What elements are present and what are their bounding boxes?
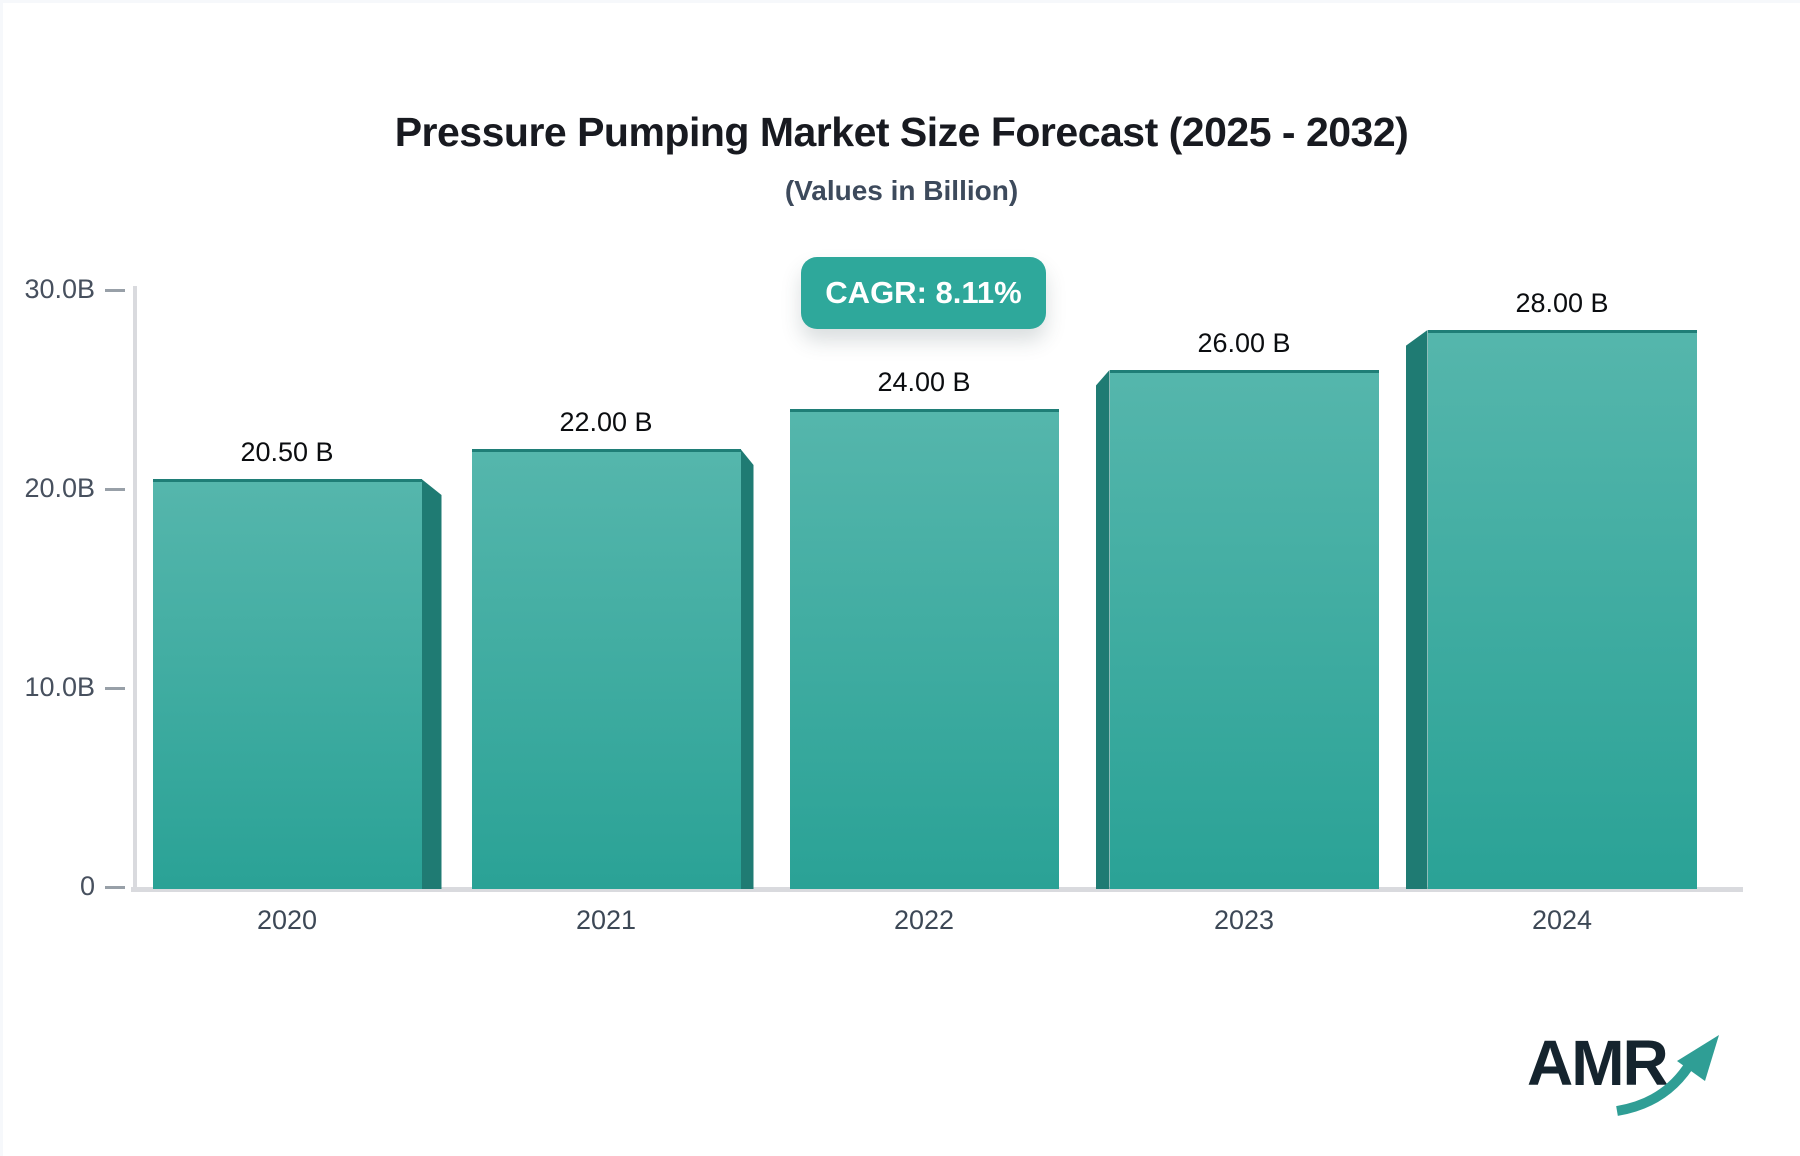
bar-2021 bbox=[471, 449, 741, 889]
bar-side-3d bbox=[740, 449, 754, 889]
y-tick-mark bbox=[105, 687, 125, 690]
x-axis-baseline bbox=[131, 887, 1743, 892]
chart-title: Pressure Pumping Market Size Forecast (2… bbox=[394, 109, 1409, 155]
brand-logo: AMR bbox=[1527, 1027, 1719, 1121]
bar-2022 bbox=[789, 409, 1059, 889]
y-tick-label: 30.0B bbox=[24, 274, 95, 304]
bar-2020 bbox=[152, 479, 422, 889]
cagr-badge-label: CAGR: 8.11% bbox=[825, 275, 1022, 310]
bar-value-label: 20.50 B bbox=[240, 437, 334, 467]
brand-logo-text: AMR bbox=[1527, 1027, 1669, 1099]
bar-value-label: 26.00 B bbox=[1197, 328, 1291, 358]
bar-side-3d bbox=[421, 479, 442, 889]
y-tick-mark bbox=[105, 488, 125, 491]
x-axis-label: 2024 bbox=[1531, 905, 1593, 935]
y-tick-label: 20.0B bbox=[24, 473, 95, 503]
bar-2024 bbox=[1427, 330, 1697, 889]
x-axis-label: 2023 bbox=[1213, 905, 1275, 935]
y-axis-line bbox=[133, 286, 137, 892]
bar-side-3d bbox=[1405, 330, 1428, 889]
y-tick-label: 10.0B bbox=[24, 672, 95, 702]
bar-side-3d bbox=[1095, 370, 1110, 889]
x-axis-label: 2022 bbox=[893, 905, 955, 935]
plot-area: 0 10.0B 20.0B 30.0B 20.50 B 2020 22.00 B 2021 2… bbox=[3, 3, 1800, 1156]
bar-value-label: 28.00 B bbox=[1515, 288, 1609, 318]
y-tick-mark bbox=[105, 886, 125, 889]
y-tick-mark bbox=[105, 289, 125, 292]
bar-value-label: 24.00 B bbox=[877, 367, 971, 397]
bar-value-label: 22.00 B bbox=[559, 407, 653, 437]
x-axis-label: 2020 bbox=[256, 905, 318, 935]
x-axis-label: 2021 bbox=[575, 905, 637, 935]
y-tick-label: 0 bbox=[79, 871, 95, 901]
chart-subtitle: (Values in Billion) bbox=[784, 175, 1019, 206]
bar-2023 bbox=[1109, 370, 1379, 889]
cagr-badge: CAGR: 8.11% bbox=[801, 257, 1046, 329]
trend-up-arrow-icon bbox=[1616, 1035, 1719, 1116]
